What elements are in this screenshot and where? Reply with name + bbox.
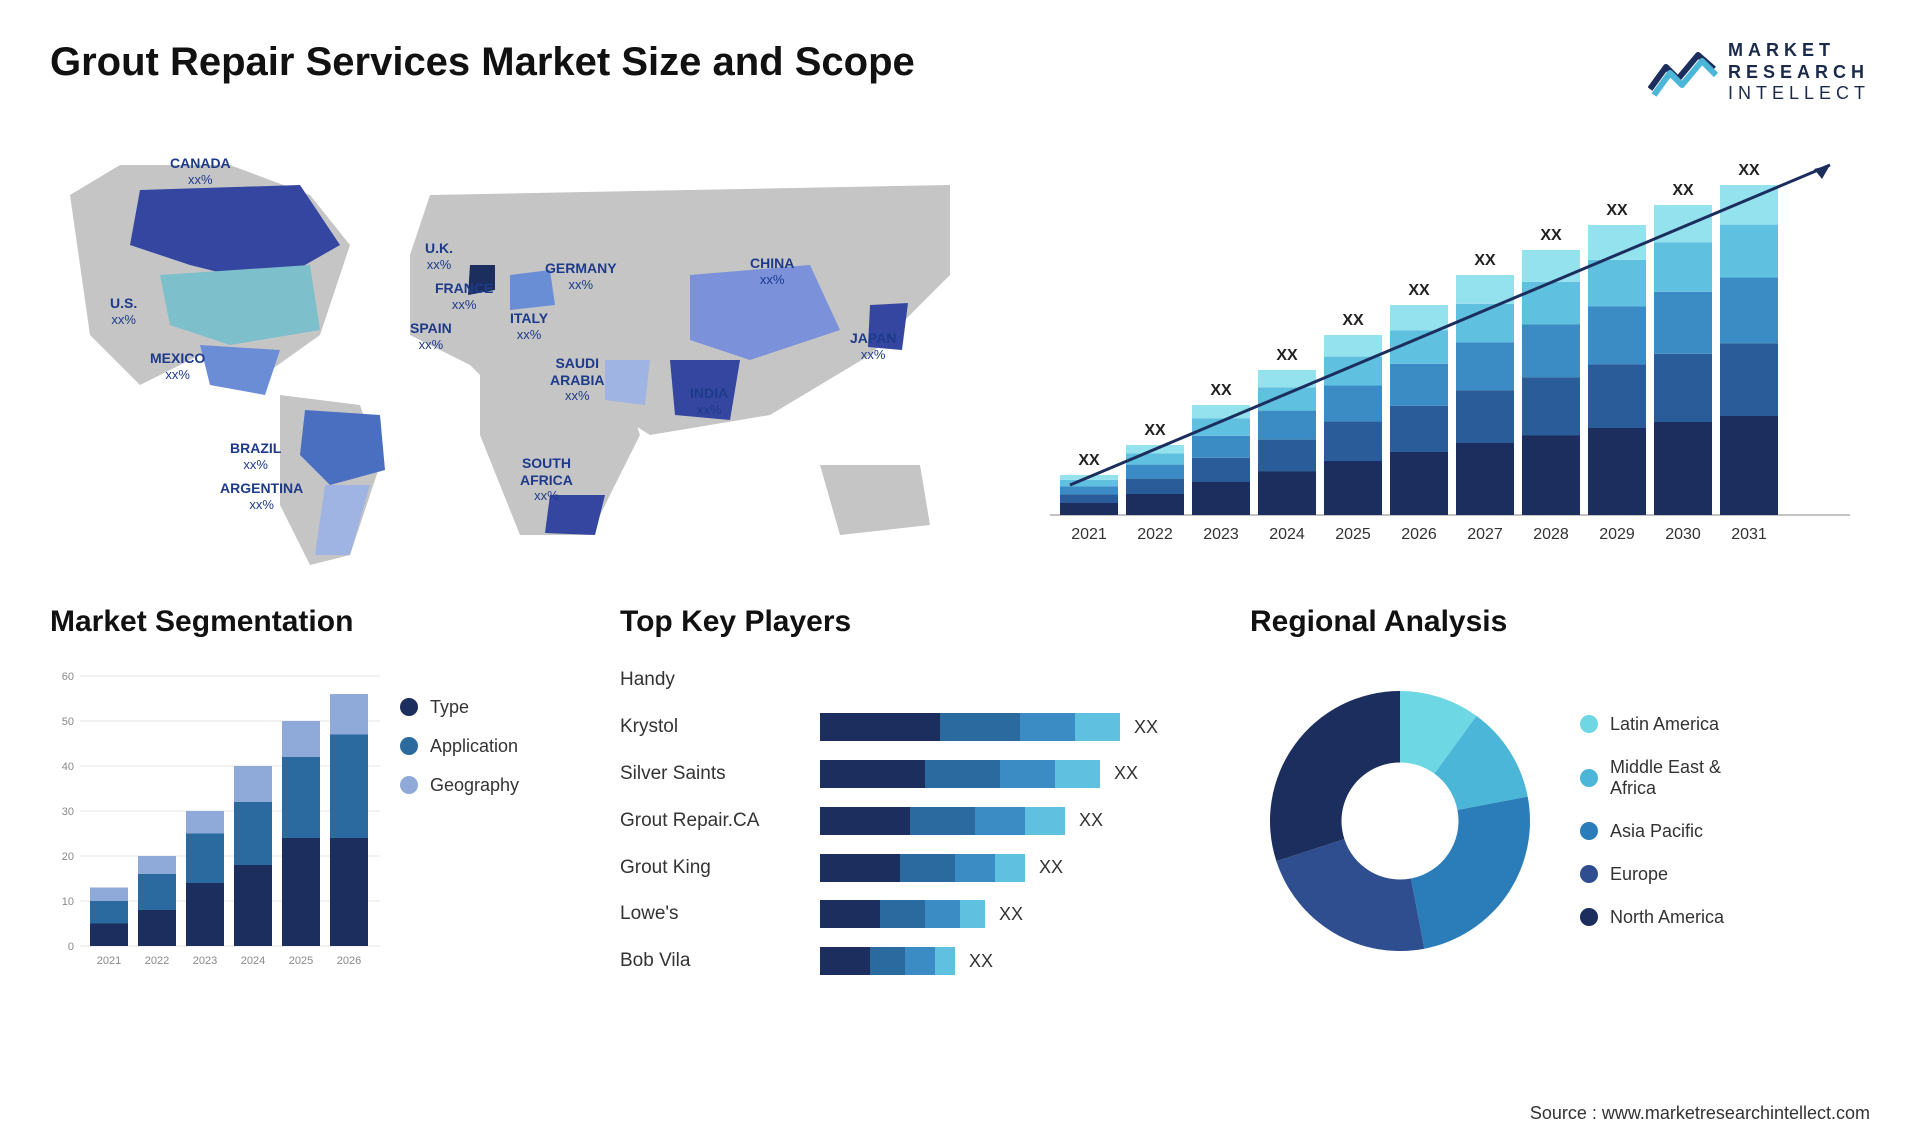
- svg-text:2022: 2022: [1137, 526, 1173, 543]
- svg-text:XX: XX: [1474, 252, 1496, 269]
- map-label: BRAZILxx%: [230, 440, 281, 472]
- player-name: Grout Repair.CA: [620, 810, 820, 832]
- regional-donut: [1250, 671, 1550, 971]
- map-label: CHINAxx%: [750, 255, 794, 287]
- svg-text:2025: 2025: [1335, 526, 1371, 543]
- segmentation-panel: Market Segmentation 0 10 20 30 40 50 60 2021 202…: [50, 605, 590, 985]
- map-label: MEXICOxx%: [150, 350, 205, 382]
- key-players-bars: XX XX XX XX XX XX: [820, 657, 1220, 985]
- svg-text:XX: XX: [1606, 202, 1628, 219]
- map-label: JAPANxx%: [850, 330, 896, 362]
- svg-text:2028: 2028: [1533, 526, 1569, 543]
- map-label: SOUTHAFRICAxx%: [520, 455, 573, 504]
- legend-item: Application: [400, 736, 519, 757]
- svg-text:XX: XX: [1540, 227, 1562, 244]
- map-label: INDIAxx%: [690, 385, 728, 417]
- svg-text:2026: 2026: [1401, 526, 1437, 543]
- legend-item: Asia Pacific: [1580, 821, 1724, 842]
- logo-icon: [1648, 47, 1718, 97]
- player-bar-row: XX: [820, 807, 1220, 835]
- svg-text:2025: 2025: [289, 955, 313, 967]
- legend-item: Europe: [1580, 864, 1724, 885]
- svg-text:2024: 2024: [1269, 526, 1305, 543]
- svg-text:60: 60: [62, 671, 74, 683]
- map-label: SPAINxx%: [410, 320, 452, 352]
- svg-text:2030: 2030: [1665, 526, 1701, 543]
- player-name: Silver Saints: [620, 763, 820, 785]
- player-bar-row: [820, 666, 1220, 694]
- svg-text:2021: 2021: [1071, 526, 1107, 543]
- regional-legend: Latin America Middle East &Africa Asia Pac…: [1580, 714, 1724, 928]
- world-map-panel: CANADAxx% U.S.xx% MEXICOxx% BRAZILxx% ARGENT…: [50, 135, 970, 575]
- map-label: U.S.xx%: [110, 295, 137, 327]
- player-bar-row: XX: [820, 854, 1220, 882]
- regional-panel: Regional Analysis Latin America Middle Ea…: [1250, 605, 1870, 985]
- map-label: ARGENTINAxx%: [220, 480, 303, 512]
- svg-text:XX: XX: [1738, 162, 1760, 179]
- svg-text:XX: XX: [1276, 347, 1298, 364]
- svg-text:30: 30: [62, 806, 74, 818]
- player-bar-row: XX: [820, 947, 1220, 975]
- player-bar-row: XX: [820, 713, 1220, 741]
- logo-line1: MARKET: [1728, 40, 1870, 62]
- legend-item: Latin America: [1580, 714, 1724, 735]
- regional-title: Regional Analysis: [1250, 605, 1870, 639]
- legend-item: Type: [400, 697, 519, 718]
- map-label: CANADAxx%: [170, 155, 231, 187]
- growth-chart: XX 2021 XX 2022 XX 2023 XX 2024 XX 2025 XX 2026 XX 20…: [1010, 135, 1870, 575]
- svg-text:2021: 2021: [97, 955, 121, 967]
- page-title: Grout Repair Services Market Size and Sc…: [50, 40, 915, 85]
- svg-text:XX: XX: [1210, 382, 1232, 399]
- svg-text:2031: 2031: [1731, 526, 1767, 543]
- player-name: Lowe's: [620, 903, 820, 925]
- svg-text:XX: XX: [1078, 452, 1100, 469]
- svg-text:2023: 2023: [1203, 526, 1239, 543]
- svg-text:2027: 2027: [1467, 526, 1503, 543]
- player-bar-row: XX: [820, 900, 1220, 928]
- logo-line3: INTELLECT: [1728, 83, 1870, 105]
- map-label: FRANCExx%: [435, 280, 493, 312]
- svg-text:XX: XX: [1672, 182, 1694, 199]
- svg-text:50: 50: [62, 716, 74, 728]
- player-name: Handy: [620, 669, 820, 691]
- player-name: Bob Vila: [620, 950, 820, 972]
- logo-line2: RESEARCH: [1728, 62, 1870, 84]
- legend-item: North America: [1580, 907, 1724, 928]
- player-bar-row: XX: [820, 760, 1220, 788]
- svg-text:2023: 2023: [193, 955, 217, 967]
- key-players-names: Handy Krystol Silver Saints Grout Repair.CA…: [620, 657, 820, 985]
- legend-item: Geography: [400, 775, 519, 796]
- svg-text:XX: XX: [1342, 312, 1364, 329]
- svg-text:2026: 2026: [337, 955, 361, 967]
- map-label: GERMANYxx%: [545, 260, 617, 292]
- map-label: ITALYxx%: [510, 310, 548, 342]
- map-label: SAUDIARABIAxx%: [550, 355, 604, 404]
- svg-text:2024: 2024: [241, 955, 265, 967]
- svg-text:10: 10: [62, 896, 74, 908]
- svg-text:2022: 2022: [145, 955, 169, 967]
- svg-text:XX: XX: [1144, 422, 1166, 439]
- segmentation-title: Market Segmentation: [50, 605, 590, 639]
- segmentation-chart: 0 10 20 30 40 50 60 2021 2022 2023 2024 2025 2026: [50, 657, 380, 985]
- source-text: Source : www.marketresearchintellect.com: [1530, 1103, 1870, 1124]
- svg-text:0: 0: [68, 941, 74, 953]
- map-label: U.K.xx%: [425, 240, 453, 272]
- svg-text:2029: 2029: [1599, 526, 1635, 543]
- svg-text:20: 20: [62, 851, 74, 863]
- key-players-title: Top Key Players: [620, 605, 1220, 639]
- svg-text:40: 40: [62, 761, 74, 773]
- key-players-panel: Top Key Players Handy Krystol Silver Saint…: [620, 605, 1220, 985]
- segmentation-legend: Type Application Geography: [400, 657, 519, 985]
- growth-chart-panel: XX 2021 XX 2022 XX 2023 XX 2024 XX 2025 XX 2026 XX 20…: [1010, 135, 1870, 575]
- logo: MARKET RESEARCH INTELLECT: [1648, 40, 1870, 105]
- svg-text:XX: XX: [1408, 282, 1430, 299]
- player-name: Grout King: [620, 857, 820, 879]
- player-name: Krystol: [620, 716, 820, 738]
- legend-item: Middle East &Africa: [1580, 757, 1724, 799]
